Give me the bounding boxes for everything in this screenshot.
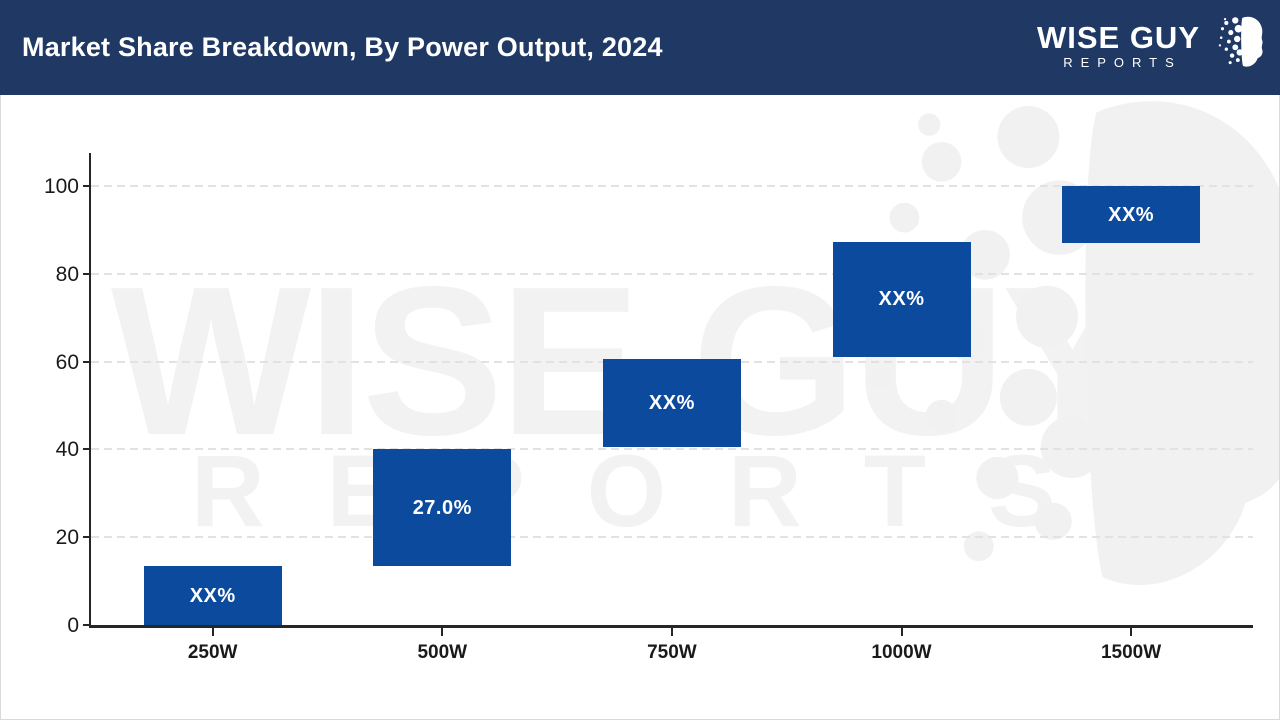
bar-value-label-500W: 27.0% [412, 496, 472, 519]
bar-1000W: XX% [832, 241, 971, 358]
page-title: Market Share Breakdown, By Power Output,… [22, 32, 663, 62]
x-axis-tick-label-500W: 500W [417, 642, 468, 663]
y-axis-tick-label: 20 [55, 526, 79, 550]
y-axis-tick [83, 360, 91, 363]
bar-value-label-250W: XX% [189, 584, 236, 607]
bar-500W: 27.0% [373, 449, 512, 566]
bar-value-label-1500W: XX% [1108, 203, 1155, 226]
wise-guy-logo: WISE GUY REPORTS [1037, 6, 1266, 86]
gridline-y100 [91, 185, 1253, 187]
bar-250W: XX% [143, 566, 282, 625]
gridline-y40 [91, 448, 1253, 451]
logo-subtitle: REPORTS [1063, 55, 1182, 71]
y-axis-tick [83, 272, 91, 275]
waterfall-chart: 0 20 40 60 80 100 250W 500W 750W 1000W 1500W XX% 27.… [1, 95, 1279, 719]
y-axis-tick [83, 624, 91, 626]
bar-value-label-750W: XX% [648, 392, 695, 415]
bar-value-label-1000W: XX% [878, 288, 925, 311]
y-axis-tick [83, 448, 91, 451]
watermark-subtitle: REPORTS [191, 434, 1119, 548]
head-profile-icon [1202, 6, 1266, 86]
gridline-y80 [91, 272, 1253, 275]
bar-1500W: XX% [1062, 186, 1201, 244]
y-axis-tick [83, 185, 91, 187]
x-axis-tick [211, 628, 214, 636]
chart-card: WISE GUY REPORTS 020406080100250W500W750… [0, 95, 1280, 720]
y-axis-line [89, 153, 91, 625]
x-axis-tick-label-1000W: 1000W [871, 642, 932, 663]
x-axis-tick [441, 628, 444, 636]
gridline-y20 [91, 536, 1253, 539]
header-bar: Market Share Breakdown, By Power Output,… [0, 0, 1280, 95]
x-axis-tick [1130, 628, 1133, 636]
x-axis-tick [900, 628, 903, 636]
y-axis-tick [83, 536, 91, 539]
y-axis-tick-label: 60 [55, 350, 79, 374]
x-axis-line [89, 625, 1253, 628]
y-axis-tick-label: 80 [55, 262, 79, 286]
x-axis-tick-label-1500W: 1500W [1100, 642, 1162, 663]
logo-wordmark: WISE GUY [1036, 19, 1200, 55]
bar-750W: XX% [602, 359, 741, 448]
x-axis-tick-label-750W: 750W [647, 642, 697, 663]
y-axis-tick-label: 0 [67, 614, 79, 637]
y-axis-tick-label: 40 [55, 438, 79, 462]
logo-text: WISE GUY REPORTS [1036, 19, 1200, 71]
y-axis-tick-label: 100 [43, 175, 79, 198]
x-axis-tick [670, 628, 673, 636]
x-axis-tick-label-250W: 250W [187, 642, 238, 663]
